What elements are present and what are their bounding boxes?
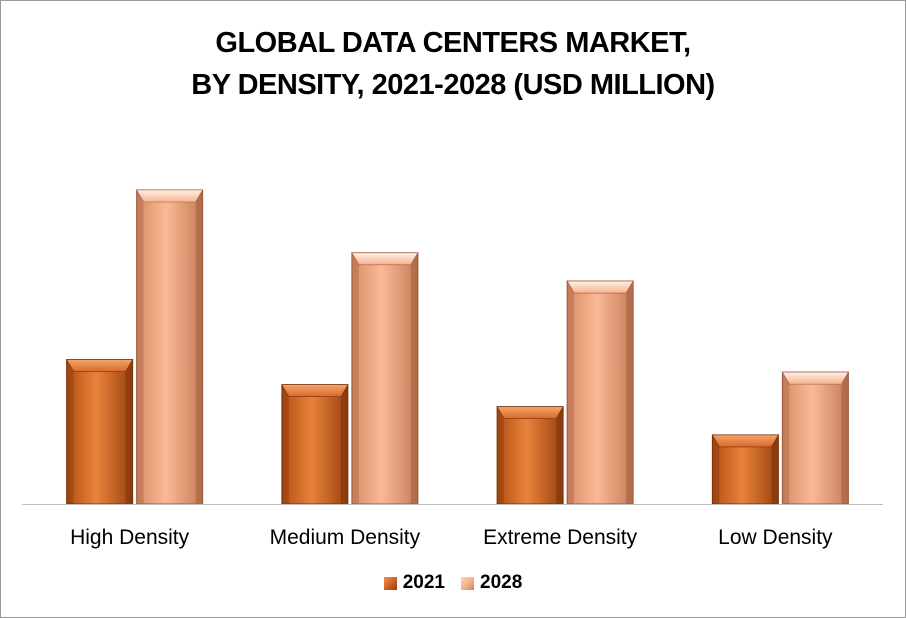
chart-title-line-1: GLOBAL DATA CENTERS MARKET, — [215, 27, 691, 59]
category-labels: High Density Medium Density Extreme Densit… — [70, 526, 833, 549]
legend-swatch-2028 — [461, 576, 474, 590]
legend-label-2021: 2021 — [402, 572, 445, 593]
bar-2021-extreme-density — [496, 406, 564, 505]
x-tick-label: Medium Density — [270, 526, 421, 549]
bars-group — [66, 189, 849, 505]
bar-2028-extreme-density — [566, 280, 634, 505]
legend: 2021 2028 — [0, 572, 906, 594]
x-tick-label: Extreme Density — [483, 526, 638, 549]
bar-2028-low-density — [781, 371, 849, 505]
bar-2021-low-density — [711, 434, 779, 505]
bar-2021-high-density — [66, 359, 134, 505]
legend-swatch-2021 — [383, 576, 397, 590]
x-tick-label: Low Density — [718, 526, 833, 549]
bar-2028-medium-density — [351, 252, 419, 505]
chart-title-line-2: BY DENSITY, 2021-2028 (USD MILLION) — [191, 69, 715, 101]
bar-2028-high-density — [136, 189, 204, 505]
bar-2021-medium-density — [281, 384, 349, 505]
legend-item-2021: 2021 — [383, 572, 445, 594]
legend-label-2028: 2028 — [480, 572, 523, 593]
chart-title: GLOBAL DATA CENTERS MARKET, BY DENSITY, … — [0, 22, 906, 106]
x-tick-label: High Density — [70, 526, 190, 549]
legend-item-2028: 2028 — [461, 572, 522, 594]
